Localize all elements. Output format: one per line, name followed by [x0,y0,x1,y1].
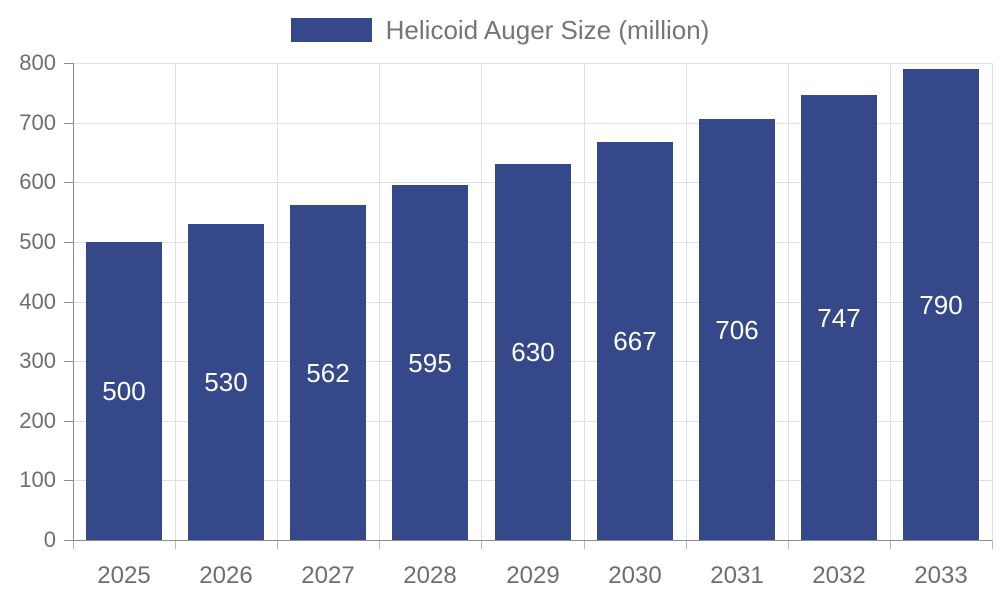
bar-2027[interactable] [290,205,366,540]
x-gridline-9 [992,63,993,540]
x-axis-line [73,540,992,541]
bar-2030[interactable] [597,142,673,540]
x-tick-5 [584,540,585,549]
y-tick-600 [64,182,73,183]
y-gridline-800 [73,63,992,64]
y-axis-label-600: 600 [19,169,56,194]
bar-2028[interactable] [392,185,468,540]
x-tick-4 [481,540,482,549]
x-axis-label-2030: 2030 [608,562,662,589]
bar-2029[interactable] [495,164,571,540]
x-tick-3 [379,540,380,549]
bar-2033[interactable] [903,69,979,540]
y-tick-400 [64,302,73,303]
x-gridline-3 [379,63,380,540]
y-tick-200 [64,421,73,422]
x-axis-label-2032: 2032 [812,562,866,589]
y-tick-0 [64,540,73,541]
x-gridline-6 [686,63,687,540]
x-axis-label-2025: 2025 [97,562,151,589]
y-tick-300 [64,361,73,362]
y-tick-100 [64,480,73,481]
bar-2025[interactable] [86,242,162,540]
y-axis-label-300: 300 [19,348,56,373]
y-tick-700 [64,123,73,124]
x-axis-label-2026: 2026 [199,562,253,589]
x-axis-label-2031: 2031 [710,562,764,589]
x-tick-6 [686,540,687,549]
y-axis-label-100: 100 [19,467,56,492]
legend-label: Helicoid Auger Size (million) [385,14,710,45]
x-gridline-8 [890,63,891,540]
x-gridline-1 [175,63,176,540]
chart-legend[interactable]: Helicoid Auger Size (million) [0,14,1000,45]
x-gridline-2 [277,63,278,540]
x-tick-8 [890,540,891,549]
y-gridline-700 [73,123,992,124]
x-gridline-4 [481,63,482,540]
x-gridline-7 [788,63,789,540]
x-tick-0 [73,540,74,549]
y-axis-label-200: 200 [19,408,56,433]
y-axis-label-800: 800 [19,50,56,75]
x-tick-9 [992,540,993,549]
legend-swatch [290,18,372,42]
x-axis-label-2033: 2033 [914,562,968,589]
bar-2032[interactable] [801,95,877,540]
x-tick-2 [277,540,278,549]
x-gridline-5 [584,63,585,540]
x-tick-1 [175,540,176,549]
y-axis-label-500: 500 [19,229,56,254]
bar-2031[interactable] [699,119,775,540]
y-tick-800 [64,63,73,64]
y-axis-label-700: 700 [19,110,56,135]
x-axis-label-2027: 2027 [301,562,355,589]
y-axis-line [73,63,74,540]
y-axis-label-0: 0 [43,527,56,552]
x-axis-label-2029: 2029 [506,562,560,589]
y-axis-label-400: 400 [19,289,56,314]
y-tick-500 [64,242,73,243]
x-axis-label-2028: 2028 [403,562,457,589]
x-tick-7 [788,540,789,549]
bar-2026[interactable] [188,224,264,540]
